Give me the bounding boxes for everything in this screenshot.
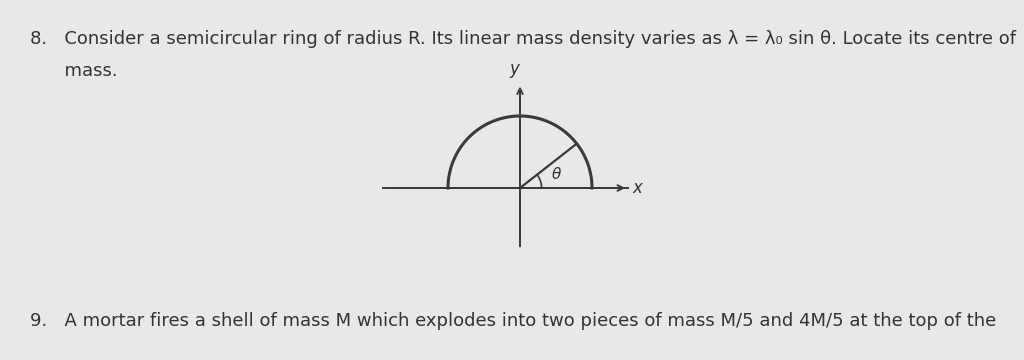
Text: $x$: $x$ [632, 179, 644, 197]
Text: 8.   Consider a semicircular ring of radius R. Its linear mass density varies as: 8. Consider a semicircular ring of radiu… [30, 30, 1016, 48]
Text: 9.   A mortar fires a shell of mass M which explodes into two pieces of mass M/5: 9. A mortar fires a shell of mass M whic… [30, 312, 996, 330]
Text: mass.: mass. [30, 62, 118, 80]
Text: $y$: $y$ [509, 62, 521, 80]
Text: $\theta$: $\theta$ [551, 166, 562, 182]
